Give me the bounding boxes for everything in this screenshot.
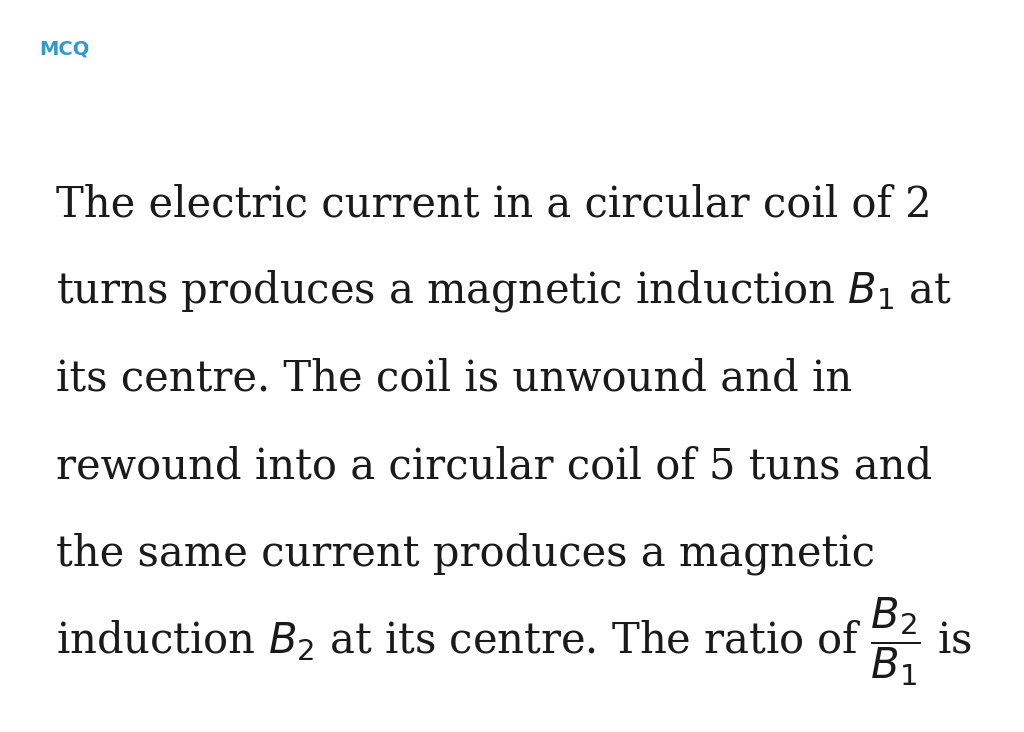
Text: the same current produces a magnetic: the same current produces a magnetic (56, 533, 876, 575)
Text: MCQ: MCQ (39, 40, 89, 59)
Text: induction $B_2$ at its centre. The ratio of $\dfrac{B_2}{B_1}$ is: induction $B_2$ at its centre. The ratio… (56, 595, 972, 688)
Text: turns produces a magnetic induction $B_1$ at: turns produces a magnetic induction $B_1… (56, 269, 952, 315)
Text: its centre. The coil is unwound and in: its centre. The coil is unwound and in (56, 358, 853, 400)
Text: The electric current in a circular coil of 2: The electric current in a circular coil … (56, 183, 932, 225)
Text: rewound into a circular coil of 5 tuns and: rewound into a circular coil of 5 tuns a… (56, 445, 933, 488)
